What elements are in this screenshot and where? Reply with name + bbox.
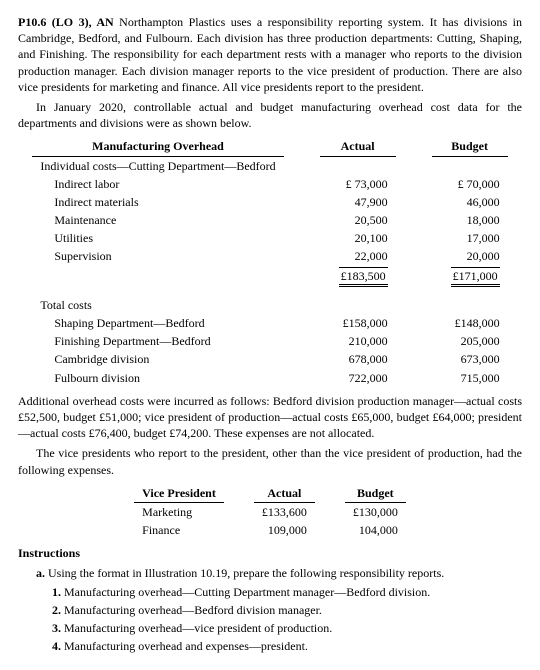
instruction-list: 1. Manufacturing overhead—Cutting Depart… xyxy=(18,584,522,655)
table-row: Indirect labor£ 73,000£ 70,000 xyxy=(32,175,507,193)
table-row: Cambridge division678,000673,000 xyxy=(32,350,507,368)
list-item: 4. Manufacturing overhead and expenses—p… xyxy=(52,638,522,654)
t1-h3: Budget xyxy=(432,137,508,156)
t1-h1: Manufacturing Overhead xyxy=(32,137,283,156)
overhead-table: Manufacturing Overhead Actual Budget Ind… xyxy=(32,137,507,386)
para-2: In January 2020, controllable actual and… xyxy=(18,99,522,131)
t1-sec2: Total costs xyxy=(32,296,283,314)
para-4: The vice presidents who report to the pr… xyxy=(18,445,522,477)
t2-h3: Budget xyxy=(345,484,406,503)
list-item: 3. Manufacturing overhead—vice president… xyxy=(52,620,522,636)
list-item: 2. Manufacturing overhead—Bedford divisi… xyxy=(52,602,522,618)
t2-h1: Vice President xyxy=(134,484,224,503)
instruction-a: a. Using the format in Illustration 10.1… xyxy=(18,565,522,581)
table-row: Fulbourn division722,000715,000 xyxy=(32,369,507,387)
t1-h2: Actual xyxy=(320,137,396,156)
table-row: Utilities20,10017,000 xyxy=(32,229,507,247)
table-row: Supervision22,00020,000 xyxy=(32,247,507,265)
table-row: Indirect materials47,90046,000 xyxy=(32,193,507,211)
table-row: £183,500£171,000 xyxy=(32,266,507,288)
t2-h2: Actual xyxy=(254,484,315,503)
vp-table: Vice President Actual Budget Marketing£1… xyxy=(134,484,406,540)
table-row: Maintenance20,50018,000 xyxy=(32,211,507,229)
table-row: Shaping Department—Bedford£158,000£148,0… xyxy=(32,314,507,332)
instructions-heading: Instructions xyxy=(18,545,522,561)
t1-sec1: Individual costs—Cutting Department—Bedf… xyxy=(32,156,283,175)
table-row: Marketing£133,600£130,000 xyxy=(134,502,406,521)
para-1: P10.6 (LO 3), AN Northampton Plastics us… xyxy=(18,14,522,95)
list-item: 1. Manufacturing overhead—Cutting Depart… xyxy=(52,584,522,600)
problem-code: P10.6 (LO 3), AN xyxy=(18,15,114,29)
para-3: Additional overhead costs were incurred … xyxy=(18,393,522,442)
table-row: Finishing Department—Bedford210,000205,0… xyxy=(32,332,507,350)
table-row: Finance109,000104,000 xyxy=(134,521,406,539)
